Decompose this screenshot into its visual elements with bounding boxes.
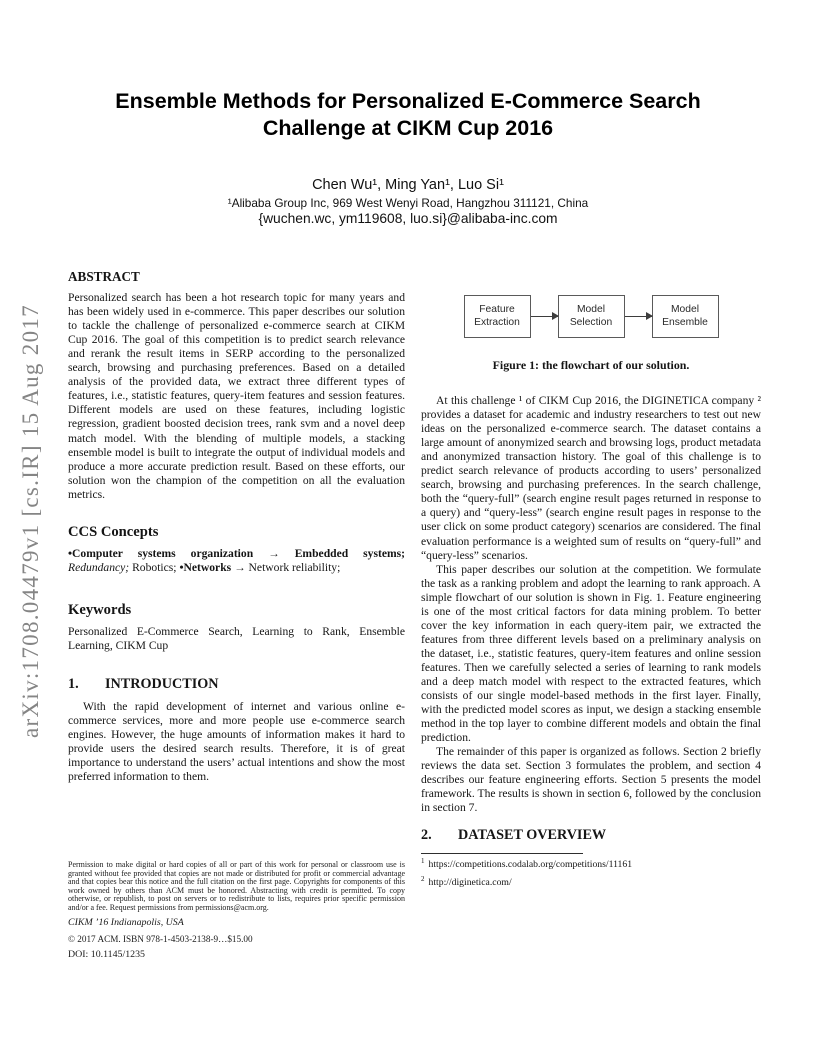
intro-paragraph: With the rapid development of internet a… [68,700,405,784]
copyright-line: © 2017 ACM. ISBN 978-1-4503-2138-9…$15.0… [68,934,253,945]
body-paragraph-3: The remainder of this paper is organized… [421,745,761,815]
ccs-concept-1: •Computer systems organization [68,546,254,560]
ccs-concept-5: •Networks [179,560,232,574]
paper-title-line1: Ensemble Methods for Personalized E-Comm… [115,89,701,113]
arxiv-watermark: arXiv:1708.04479v1 [cs.IR] 15 Aug 2017 [18,304,43,738]
section1-number: 1. [68,676,79,693]
footnote-2: 2 http://diginetica.com/ [421,872,761,891]
footnote-2-marker: 2 [421,875,425,884]
section1-title: INTRODUCTION [105,676,219,693]
permission-text: Permission to make digital or hard copie… [68,860,405,912]
authors-block: Chen Wu¹, Ming Yan¹, Luo Si¹ ¹Alibaba Gr… [0,176,816,227]
ccs-concept-4: Robotics; [132,560,177,574]
figure-1: Feature Extraction Model Selection Model… [421,295,761,372]
ccs-concept-6: → Network reliability; [234,560,341,574]
footnote-1-marker: 1 [421,856,425,865]
figure-1-caption: Figure 1: the flowchart of our solution. [492,358,690,372]
right-column: Feature Extraction Model Selection Model… [421,280,761,891]
footnote-divider [421,852,583,854]
footnote-2-text: http://diginetica.com/ [428,877,512,889]
paper-title-line2: Challenge at CIKM Cup 2016 [262,116,554,140]
footnote-1-text: https://competitions.codalab.org/competi… [428,858,633,870]
doi-line: DOI: 10.1145/1235 [68,949,145,961]
keywords-text: Personalized E-Commerce Search, Learning… [68,624,405,652]
author-names: Chen Wu¹, Ming Yan¹, Luo Si¹ [312,177,504,193]
conference-line: CIKM ’16 Indianapolis, USA [68,917,184,929]
flowchart-arrow-1 [530,312,559,320]
ccs-concept-3: Redundancy; [68,560,130,574]
left-column: ABSTRACT Personalized search has been a … [68,269,405,784]
section2-number: 2. [421,827,432,844]
body-paragraph-1: At this challenge ¹ of CIKM Cup 2016, th… [421,394,761,562]
author-affiliation: ¹Alibaba Group Inc, 969 West Wenyi Road,… [227,196,589,210]
ccs-text: •Computer systems organization → Embedde… [68,547,405,575]
body-paragraph-2: This paper describes our solution at the… [421,562,761,745]
author-emails: {wuchen.wc, ym119608, luo.si}@alibaba-in… [258,211,558,226]
copyright-block: Permission to make digital or hard copie… [68,860,405,961]
paper-title: Ensemble Methods for Personalized E-Comm… [0,88,816,142]
abstract-heading: ABSTRACT [68,269,140,284]
ccs-heading: CCS Concepts [68,523,159,540]
flowchart-box-model-selection: Model Selection [557,295,625,338]
footnote-1: 1 https://competitions.codalab.org/compet… [421,854,761,873]
section2-heading: 2. DATASET OVERVIEW [421,828,761,842]
section1-heading: 1. INTRODUCTION [68,677,405,691]
flowchart-box-feature-extraction: Feature Extraction [463,295,531,338]
ccs-concept-2: Embedded systems; [294,546,406,560]
flowchart-arrow-2 [624,312,653,320]
flowchart-diagram: Feature Extraction Model Selection Model… [421,295,761,338]
abstract-text: Personalized search has been a hot resea… [68,291,405,501]
flowchart-box-model-ensemble: Model Ensemble [651,295,719,338]
section2-title: DATASET OVERVIEW [458,827,607,844]
keywords-heading: Keywords [68,601,132,618]
ccs-arrow-1: → [253,546,295,560]
